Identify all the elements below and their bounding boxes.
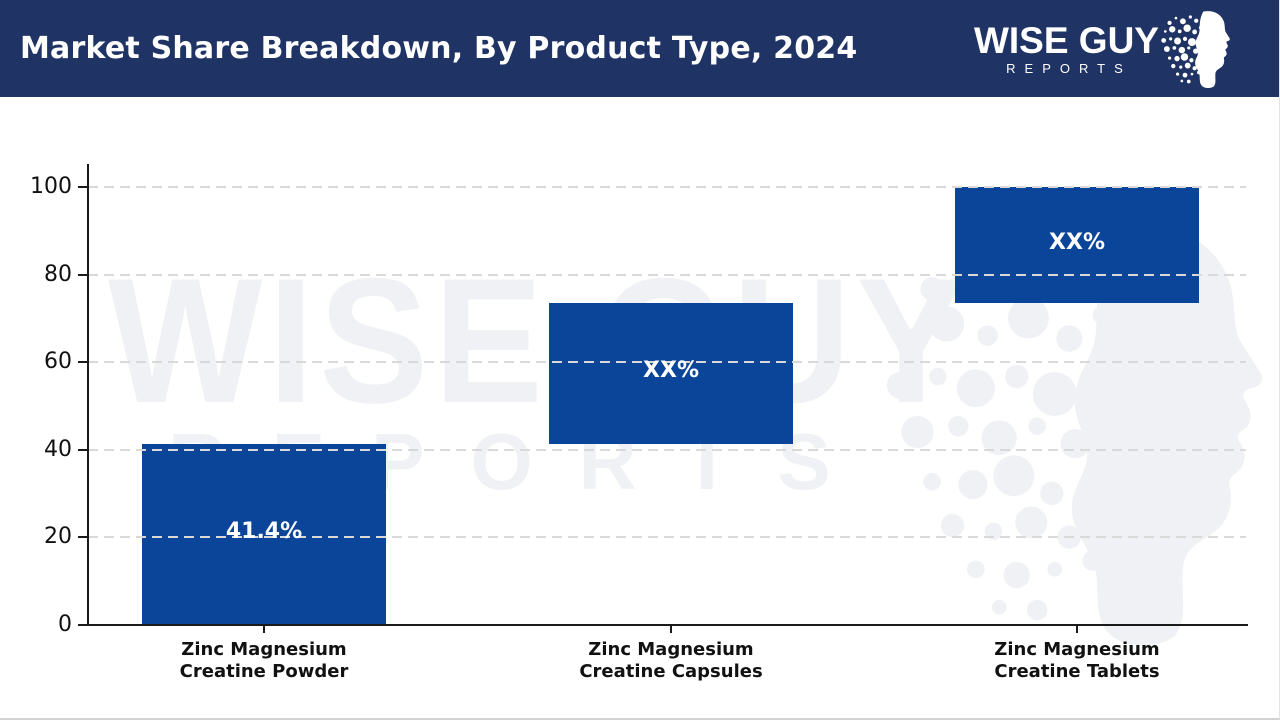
x-axis-spine xyxy=(87,624,1248,626)
header-bar: Market Share Breakdown, By Product Type,… xyxy=(0,0,1279,97)
y-tick-mark xyxy=(78,186,88,188)
bar-value-label: 41.4% xyxy=(225,519,303,545)
wiseguy-logo-name: WISE GUY xyxy=(973,20,1159,61)
y-tick-mark xyxy=(78,624,88,626)
x-tick-mark xyxy=(670,626,672,633)
y-tick-mark xyxy=(78,361,88,364)
y-tick-mark xyxy=(78,448,88,451)
wiseguy-face-logo-icon xyxy=(1139,9,1254,89)
gridline-y20 xyxy=(88,536,1246,539)
gridline-y80 xyxy=(88,273,1246,276)
chart-title: Market Share Breakdown, By Product Type,… xyxy=(20,31,858,66)
category-label: Zinc Magnesium Creatine Powder xyxy=(179,639,349,682)
y-tick-label: 20 xyxy=(44,524,72,550)
bar-segment xyxy=(142,443,386,625)
gridline-y100 xyxy=(88,186,1246,188)
y-tick-label: 100 xyxy=(30,174,72,199)
y-tick-label: 40 xyxy=(44,436,72,462)
bar-value-label: XX% xyxy=(1049,230,1105,256)
gridline-y40 xyxy=(88,448,1246,451)
category-label: Zinc Magnesium Creatine Capsules xyxy=(579,639,763,682)
watermark-wiseguy-text: WISE GUY xyxy=(108,241,972,440)
y-tick-label: 80 xyxy=(44,261,72,287)
x-tick-mark xyxy=(263,626,265,633)
x-tick-mark xyxy=(1076,626,1078,633)
wiseguy-logo-text: WISE GUY REPORTS xyxy=(974,22,1159,75)
gridline-y60 xyxy=(88,361,1246,364)
y-tick-label: 0 xyxy=(58,612,72,637)
y-tick-label: 60 xyxy=(44,349,72,375)
y-tick-mark xyxy=(78,273,88,276)
bar-value-label: XX% xyxy=(643,358,699,384)
bar-segment xyxy=(549,303,793,444)
category-label: Zinc Magnesium Creatine Tablets xyxy=(994,639,1160,682)
wiseguy-logo-sub: REPORTS xyxy=(1006,61,1132,76)
wiseguy-logo: WISE GUY REPORTS xyxy=(974,9,1254,89)
bar-segment xyxy=(955,187,1199,304)
y-tick-mark xyxy=(78,536,88,539)
y-axis-spine xyxy=(87,164,89,626)
